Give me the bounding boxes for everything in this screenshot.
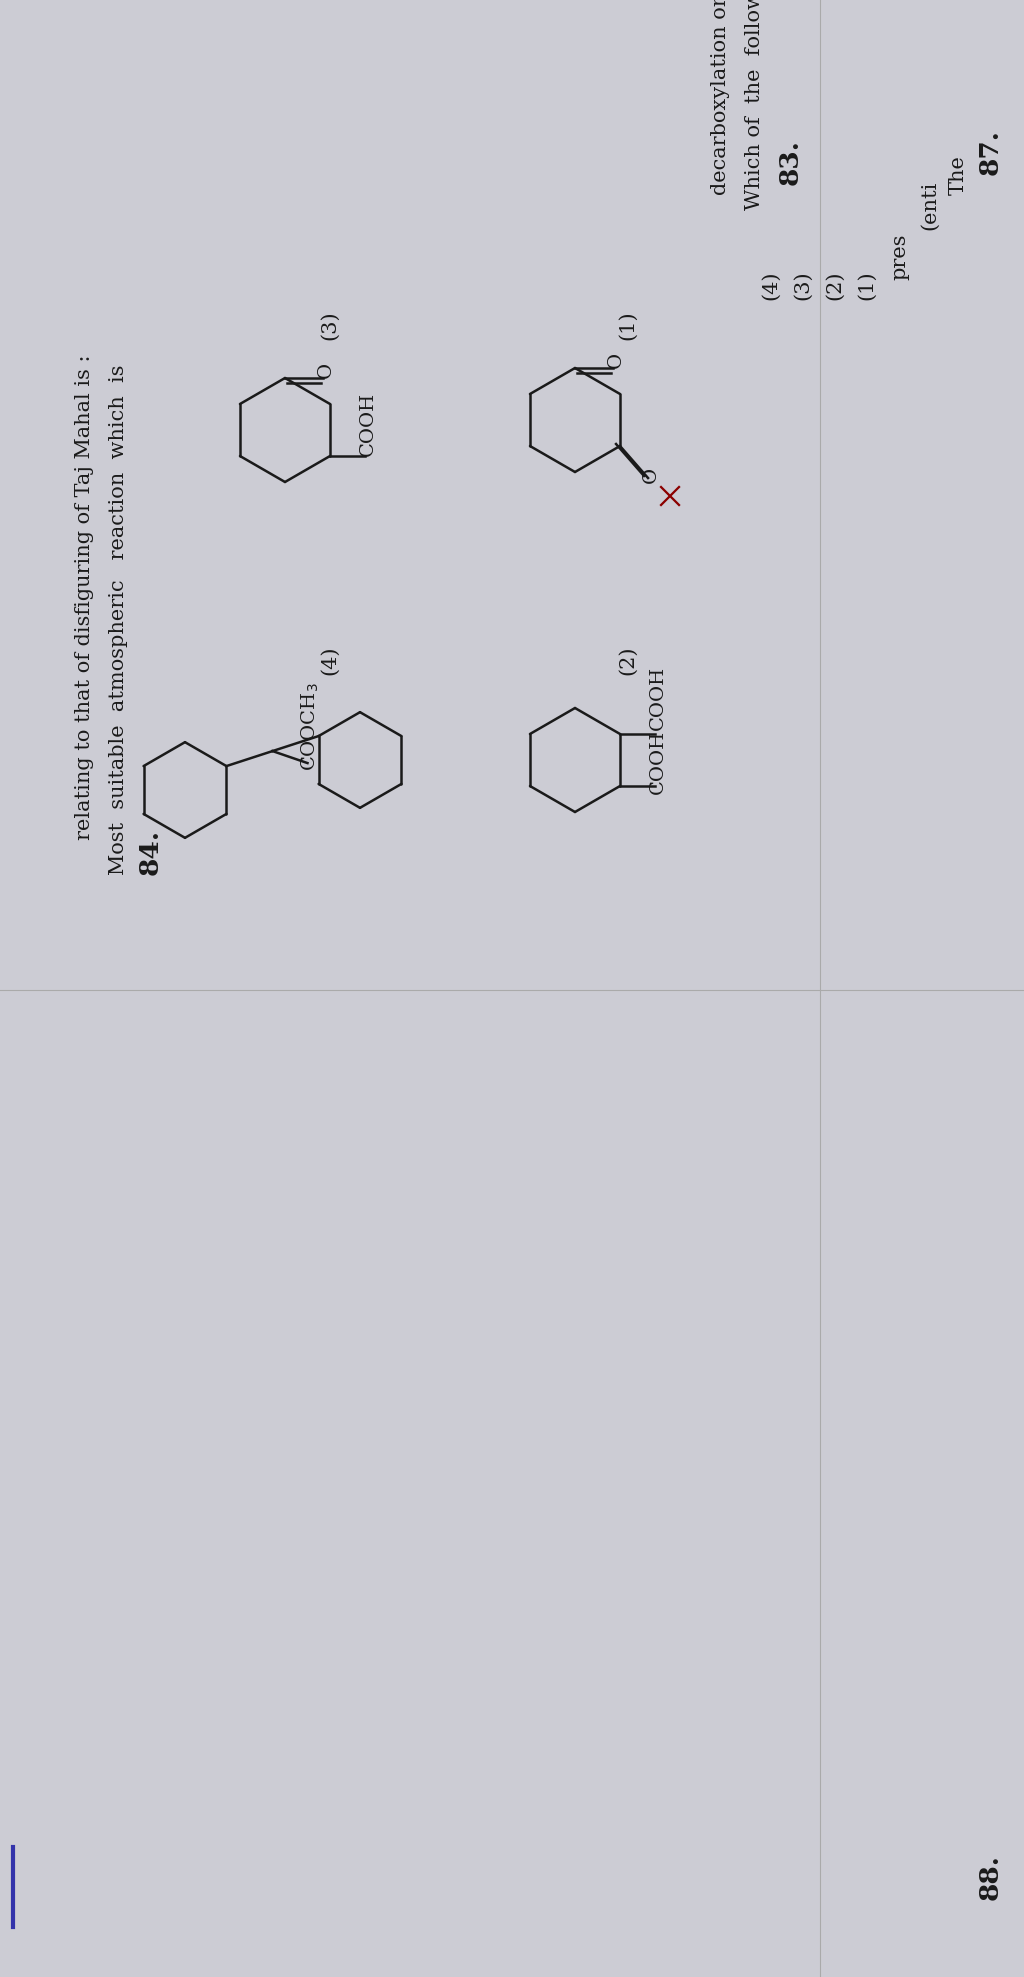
Text: (1): (1) bbox=[857, 271, 877, 301]
Text: relating to that of disfiguring of Taj Mahal is :: relating to that of disfiguring of Taj M… bbox=[76, 354, 94, 840]
Text: (1): (1) bbox=[618, 310, 638, 340]
Text: COOCH$_3$: COOCH$_3$ bbox=[300, 682, 322, 771]
Text: O: O bbox=[607, 352, 625, 368]
Text: Most  suitable  atmospheric   reaction  which  is: Most suitable atmospheric reaction which… bbox=[109, 364, 128, 876]
Text: Which of  the  following  compound  undergoes: Which of the following compound undergoe… bbox=[745, 0, 765, 210]
Text: (2): (2) bbox=[618, 645, 638, 674]
Text: (enti: (enti bbox=[921, 180, 939, 229]
Text: O: O bbox=[642, 467, 660, 482]
Text: COOH: COOH bbox=[359, 391, 377, 457]
Text: 87.: 87. bbox=[978, 129, 1002, 176]
Text: (3): (3) bbox=[794, 271, 812, 301]
Text: 88.: 88. bbox=[978, 1854, 1002, 1900]
Text: 84.: 84. bbox=[137, 828, 163, 876]
Text: O: O bbox=[317, 362, 335, 378]
Text: The: The bbox=[948, 154, 968, 196]
Text: COOH: COOH bbox=[649, 730, 667, 795]
Text: (4): (4) bbox=[321, 645, 340, 674]
Text: (3): (3) bbox=[321, 310, 340, 340]
Text: (4): (4) bbox=[762, 271, 780, 301]
Text: pres: pres bbox=[891, 233, 909, 281]
Text: 83.: 83. bbox=[777, 138, 803, 186]
Text: (2): (2) bbox=[825, 271, 845, 301]
Text: decarboxylation on heating ?: decarboxylation on heating ? bbox=[711, 0, 729, 196]
Text: COOH: COOH bbox=[649, 666, 667, 730]
